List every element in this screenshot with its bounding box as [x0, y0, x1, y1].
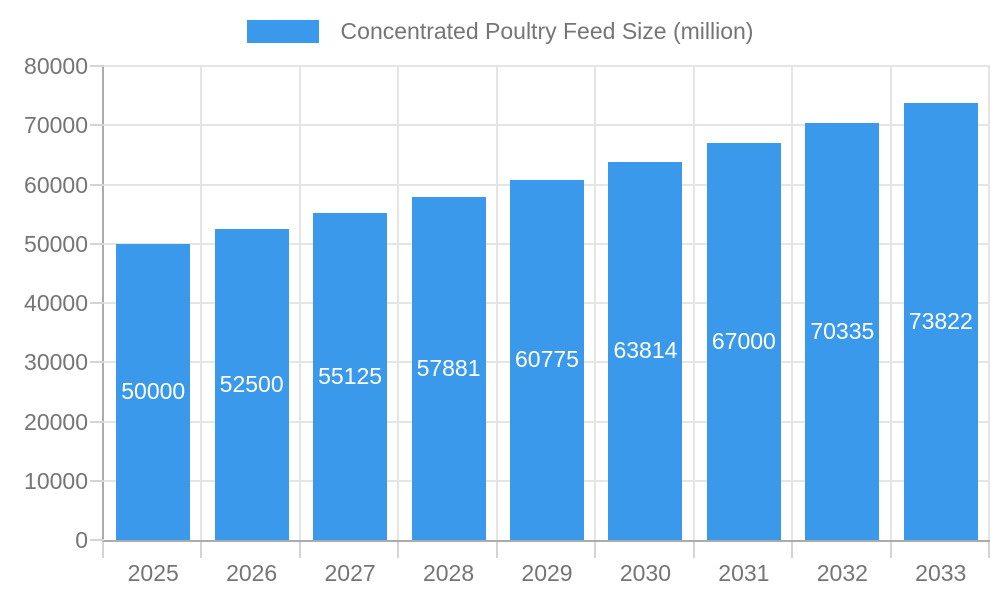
x-tick-mark	[102, 542, 104, 558]
x-axis-label: 2025	[127, 560, 179, 586]
y-tick-mark	[90, 65, 104, 67]
x-tick-mark	[298, 542, 301, 558]
plot-area: 0 10000 20000 30000 40000 50000 60000 70000 8000…	[24, 53, 990, 586]
bar-value-label: 73822	[908, 307, 973, 334]
y-axis-label: 70000	[24, 112, 88, 139]
legend-label: Concentrated Poultry Feed Size (million)	[340, 18, 754, 44]
x-axis-label: 2033	[915, 560, 967, 586]
x-axis-label: 2028	[422, 560, 475, 586]
bar-value-label: 50000	[121, 378, 186, 405]
x-tick-mark	[889, 542, 892, 558]
y-axis-label: 60000	[24, 171, 88, 198]
bar-value-label: 57881	[416, 355, 481, 382]
x-axis-label: 2030	[619, 560, 672, 586]
gridline-x	[397, 66, 400, 540]
x-axis-label: 2027	[324, 560, 376, 586]
x-tick-mark	[791, 542, 794, 558]
gridline-y	[104, 124, 990, 127]
x-tick-mark	[495, 542, 498, 558]
y-tick-mark	[90, 361, 104, 364]
x-tick-mark	[594, 542, 597, 558]
x-tick-mark	[397, 542, 400, 558]
bar-value-label: 67000	[711, 328, 776, 355]
x-tick-mark	[692, 542, 695, 558]
gridline-x	[495, 66, 498, 540]
gridline-x	[988, 66, 990, 540]
bar[interactable]: 63814	[608, 161, 683, 540]
bar-value-label: 63814	[613, 337, 678, 364]
x-axis-label: 2026	[226, 560, 278, 586]
bar-value-label: 60775	[515, 346, 579, 373]
y-tick-mark	[90, 124, 104, 127]
legend-swatch	[246, 20, 319, 43]
y-axis-label: 40000	[24, 290, 88, 316]
gridline-x	[298, 66, 301, 540]
y-axis-label: 80000	[24, 53, 88, 79]
y-tick-mark	[90, 539, 104, 541]
gridline-x	[791, 66, 794, 540]
bar[interactable]: 50000	[116, 243, 191, 540]
x-axis-label: 2029	[521, 560, 573, 586]
bar[interactable]: 52500	[214, 228, 289, 540]
bar-value-label: 70335	[810, 318, 875, 345]
y-axis-label: 10000	[24, 467, 88, 494]
x-axis-label: 2032	[816, 560, 868, 586]
y-axis-label: 0	[75, 527, 88, 553]
gridline-x	[200, 66, 203, 540]
bar[interactable]: 73822	[903, 102, 978, 540]
y-axis-label: 50000	[24, 230, 88, 257]
x-tick-mark	[988, 542, 990, 558]
gridline-y	[104, 65, 990, 67]
bar[interactable]: 70335	[805, 123, 880, 540]
y-tick-mark	[90, 420, 104, 423]
bar[interactable]: 55125	[313, 213, 388, 540]
gridline-x	[692, 66, 695, 540]
bar[interactable]: 57881	[411, 197, 486, 540]
y-tick-mark	[90, 242, 104, 245]
x-tick-mark	[200, 542, 203, 558]
y-axis-label: 20000	[24, 408, 88, 435]
bar[interactable]: 67000	[706, 143, 781, 540]
y-axis-label: 30000	[24, 349, 88, 376]
bar-value-label: 52500	[219, 370, 284, 397]
y-tick-mark	[90, 479, 104, 482]
y-tick-mark	[90, 183, 104, 186]
y-tick-mark	[90, 302, 104, 304]
gridline-x	[594, 66, 597, 540]
legend[interactable]: Concentrated Poultry Feed Size (million)	[0, 18, 1000, 45]
x-axis-label: 2031	[718, 560, 770, 586]
bar-value-label: 55125	[318, 363, 383, 390]
gridline-x	[889, 66, 892, 540]
bar[interactable]: 60775	[510, 179, 584, 540]
